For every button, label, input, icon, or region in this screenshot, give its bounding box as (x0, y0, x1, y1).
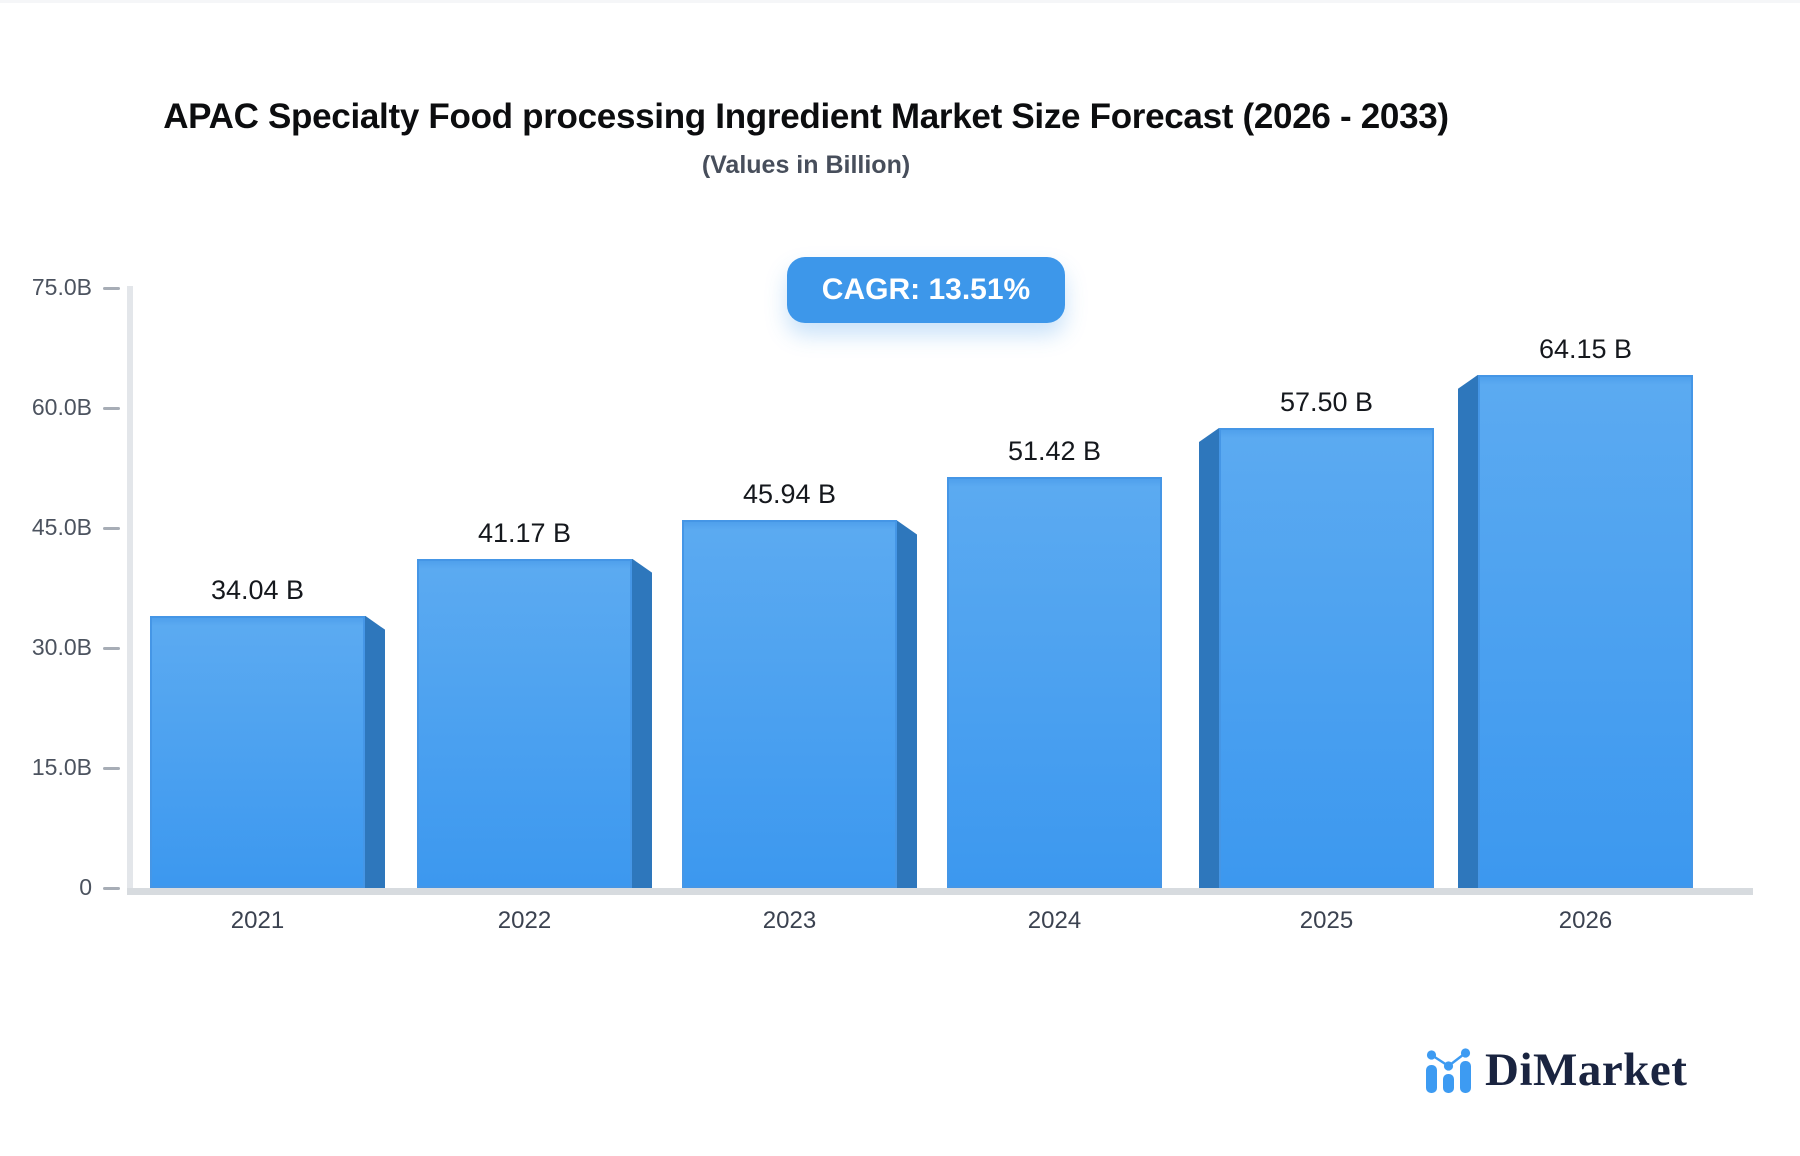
y-axis-tick (103, 527, 120, 530)
bar-2022[interactable] (417, 558, 632, 888)
x-axis-label: 2024 (1027, 907, 1082, 934)
bar-side-face (1458, 374, 1478, 888)
y-axis-tick (103, 407, 120, 410)
y-axis-tick-label: 15.0B (31, 754, 92, 780)
y-axis-tick-label: 60.0B (31, 394, 92, 420)
x-axis-label: 2021 (230, 907, 285, 934)
dimarket-logo-text: DiMarket (1485, 1044, 1688, 1096)
y-axis-tick-label: 0 (79, 874, 92, 900)
y-axis-tick (103, 767, 120, 770)
bar-value-label: 57.50 B (1279, 387, 1374, 417)
bar-value-label: 45.94 B (742, 479, 837, 510)
bar-side-face (897, 520, 917, 888)
x-axis-label: 2025 (1299, 907, 1354, 934)
x-axis-label: 2022 (497, 907, 552, 934)
chart-subtitle: (Values in Billion) (701, 151, 911, 179)
bar-side-face (1199, 428, 1219, 888)
dimarket-logo[interactable]: DiMarket (1424, 1041, 1687, 1099)
chart-title: APAC Specialty Food processing Ingredien… (163, 97, 1449, 136)
y-axis-line (127, 286, 133, 888)
y-axis-tick-label: 75.0B (31, 274, 92, 300)
bar-chart-icon (1426, 1048, 1471, 1093)
bar-side-face (632, 558, 652, 888)
bar-value-label: 51.42 B (1007, 435, 1102, 466)
bar-2025[interactable] (1219, 428, 1434, 888)
x-axis-label: 2023 (762, 907, 817, 934)
bar-2024[interactable] (947, 476, 1162, 888)
x-axis-line (127, 888, 1753, 895)
bar-value-label: 34.04 B (210, 574, 305, 605)
bar-2026[interactable] (1478, 374, 1693, 888)
bar-2023[interactable] (682, 520, 897, 888)
y-axis-tick (103, 647, 120, 650)
y-axis-tick-label: 30.0B (31, 634, 92, 660)
bar-2021[interactable] (150, 615, 365, 888)
y-axis-tick (103, 887, 120, 890)
y-axis-tick (103, 287, 120, 290)
cagr-badge: CAGR: 13.51% (787, 257, 1065, 323)
y-axis-tick-label: 45.0B (31, 514, 92, 540)
bar-side-face (365, 615, 385, 888)
x-axis-label: 2026 (1558, 907, 1613, 934)
bar-value-label: 64.15 B (1538, 333, 1633, 364)
bar-value-label: 41.17 B (477, 517, 572, 548)
